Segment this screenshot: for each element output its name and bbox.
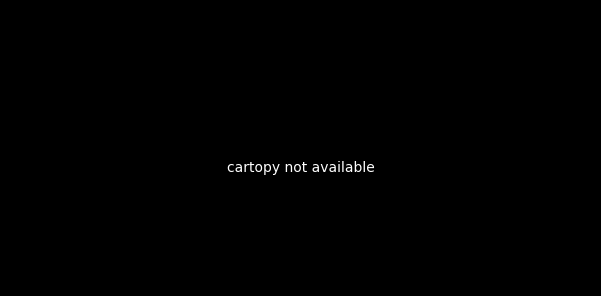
Text: cartopy not available: cartopy not available (227, 161, 374, 176)
Text: Secondary Swell energy on Monday 24 Mar at 12pm -03: Secondary Swell energy on Monday 24 Mar … (55, 6, 546, 24)
Text: Arrows show the wind wave direction: Arrows show the wind wave direction (176, 32, 425, 45)
